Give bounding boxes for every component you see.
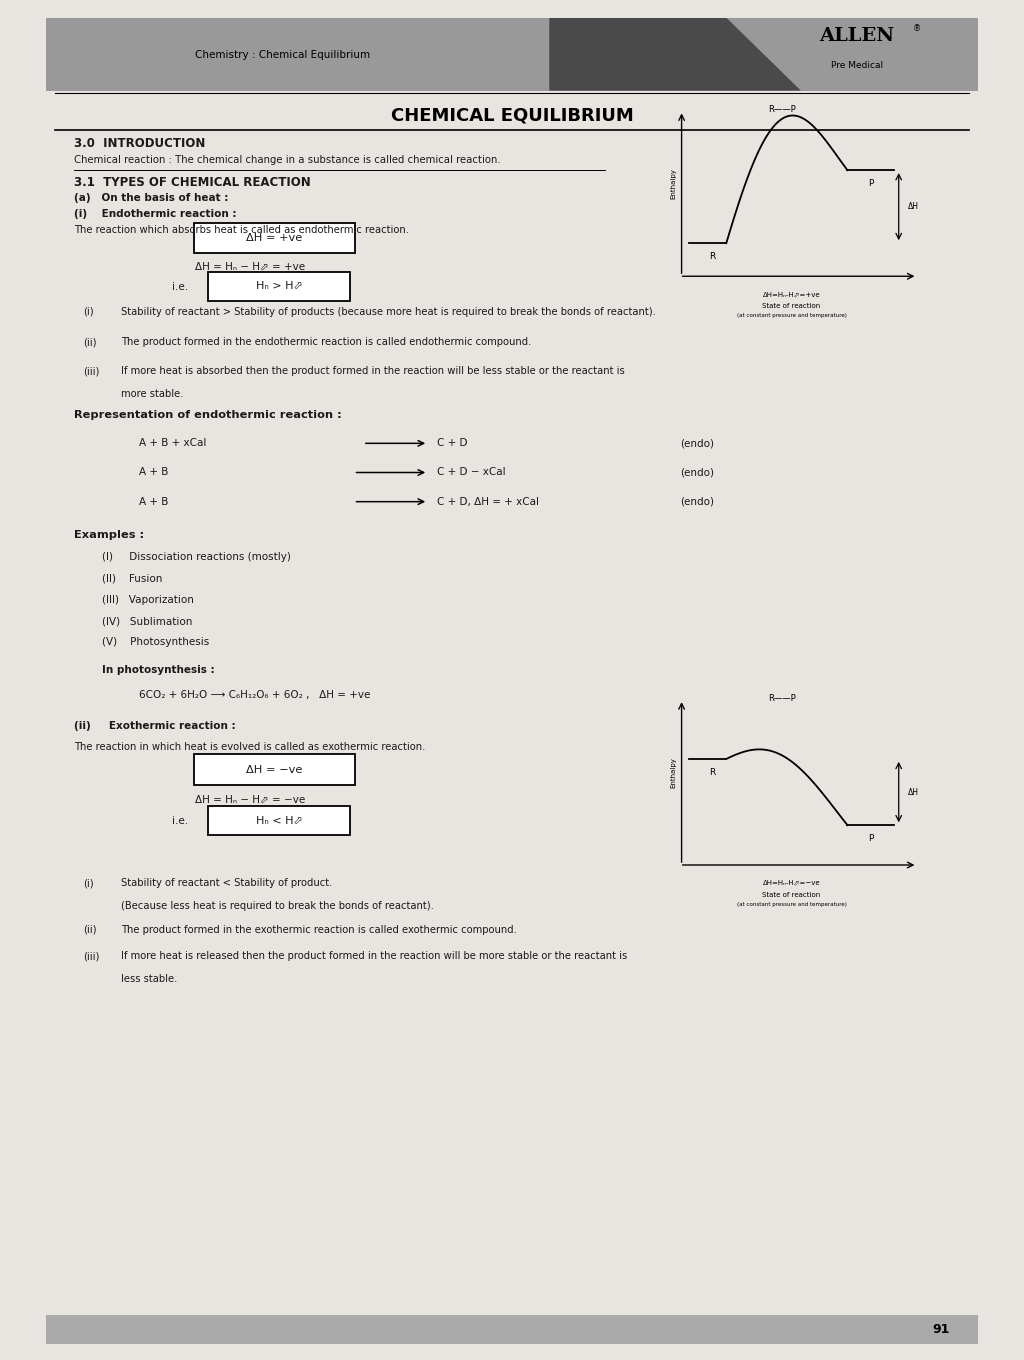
- Text: ΔH: ΔH: [908, 203, 919, 211]
- Text: ΔH=Hₙ-H⬀=−ve: ΔH=Hₙ-H⬀=−ve: [763, 880, 820, 885]
- Text: The reaction in which heat is evolved is called as exothermic reaction.: The reaction in which heat is evolved is…: [74, 743, 425, 752]
- FancyBboxPatch shape: [194, 223, 355, 253]
- Text: (i): (i): [83, 307, 94, 317]
- Text: The product formed in the endothermic reaction is called endothermic compound.: The product formed in the endothermic re…: [121, 337, 531, 347]
- Text: State of reaction: State of reaction: [763, 303, 820, 309]
- Text: (iii): (iii): [83, 366, 99, 377]
- Text: (III)   Vaporization: (III) Vaporization: [102, 594, 194, 605]
- Text: Hₙ > H⬀: Hₙ > H⬀: [256, 282, 302, 291]
- Text: (endo): (endo): [680, 468, 714, 477]
- Text: ΔH = −ve: ΔH = −ve: [246, 764, 302, 775]
- Text: (V)    Photosynthesis: (V) Photosynthesis: [102, 638, 209, 647]
- Text: R: R: [710, 253, 716, 261]
- Text: The reaction which absorbs heat is called as endothermic reaction.: The reaction which absorbs heat is calle…: [74, 224, 409, 235]
- Text: If more heat is released then the product formed in the reaction will be more st: If more heat is released then the produc…: [121, 951, 627, 962]
- Text: If more heat is absorbed then the product formed in the reaction will be less st: If more heat is absorbed then the produc…: [121, 366, 625, 377]
- Text: Representation of endothermic reaction :: Representation of endothermic reaction :: [74, 411, 342, 420]
- Text: Stability of reactant > Stability of products (because more heat is required to : Stability of reactant > Stability of pro…: [121, 307, 655, 317]
- Text: Chemical reaction : The chemical change in a substance is called chemical reacti: Chemical reaction : The chemical change …: [74, 155, 501, 165]
- Text: ΔH: ΔH: [908, 787, 919, 797]
- Text: ALLEN: ALLEN: [819, 27, 894, 45]
- Text: more stable.: more stable.: [121, 389, 183, 398]
- Text: Chemistry : Chemical Equilibrium: Chemistry : Chemical Equilibrium: [196, 50, 371, 60]
- Text: (Because less heat is required to break the bonds of reactant).: (Because less heat is required to break …: [121, 900, 433, 911]
- Text: Enthalpy: Enthalpy: [671, 169, 676, 199]
- Text: (a)   On the basis of heat :: (a) On the basis of heat :: [74, 193, 228, 203]
- FancyBboxPatch shape: [46, 1315, 978, 1344]
- Text: ΔH=Hₙ-H⬀=+ve: ΔH=Hₙ-H⬀=+ve: [763, 291, 820, 296]
- Text: (II)    Fusion: (II) Fusion: [102, 574, 163, 583]
- FancyBboxPatch shape: [194, 755, 355, 785]
- Text: (at constant pressure and temperature): (at constant pressure and temperature): [736, 313, 847, 318]
- Text: less stable.: less stable.: [121, 974, 177, 983]
- Text: P: P: [868, 180, 873, 189]
- Text: (endo): (endo): [680, 438, 714, 449]
- Text: (i): (i): [83, 879, 94, 888]
- Text: (endo): (endo): [680, 496, 714, 507]
- Polygon shape: [549, 18, 801, 91]
- Text: C + D, ΔH = + xCal: C + D, ΔH = + xCal: [437, 496, 540, 507]
- Text: i.e.: i.e.: [172, 816, 188, 827]
- Text: P: P: [868, 835, 873, 843]
- Text: The product formed in the exothermic reaction is called exothermic compound.: The product formed in the exothermic rea…: [121, 925, 516, 934]
- Text: R——P: R——P: [768, 106, 796, 114]
- Text: Enthalpy: Enthalpy: [671, 756, 676, 787]
- Text: ΔH = Hₙ − H⬀ = +ve: ΔH = Hₙ − H⬀ = +ve: [196, 262, 305, 272]
- Text: (at constant pressure and temperature): (at constant pressure and temperature): [736, 902, 847, 907]
- Text: i.e.: i.e.: [172, 282, 188, 292]
- Text: ®: ®: [913, 23, 922, 33]
- Text: State of reaction: State of reaction: [763, 892, 820, 898]
- Text: 3.1  TYPES OF CHEMICAL REACTION: 3.1 TYPES OF CHEMICAL REACTION: [74, 175, 311, 189]
- Text: 6CO₂ + 6H₂O ⟶ C₆H₁₂O₆ + 6O₂ ,   ΔH = +ve: 6CO₂ + 6H₂O ⟶ C₆H₁₂O₆ + 6O₂ , ΔH = +ve: [139, 691, 371, 700]
- Text: C + D − xCal: C + D − xCal: [437, 468, 506, 477]
- Text: R: R: [710, 768, 716, 777]
- Text: R——P: R——P: [768, 694, 796, 703]
- Text: (iii): (iii): [83, 951, 99, 962]
- Text: A + B: A + B: [139, 468, 169, 477]
- Text: Pre Medical: Pre Medical: [830, 61, 883, 69]
- Text: CHEMICAL EQUILIBRIUM: CHEMICAL EQUILIBRIUM: [390, 107, 634, 125]
- Text: ΔH = +ve: ΔH = +ve: [246, 233, 302, 243]
- Text: ΔH = Hₙ − H⬀ = −ve: ΔH = Hₙ − H⬀ = −ve: [196, 796, 305, 805]
- Text: Examples :: Examples :: [74, 530, 144, 540]
- Text: A + B: A + B: [139, 496, 169, 507]
- Text: (ii): (ii): [83, 337, 97, 347]
- Text: 3.0  INTRODUCTION: 3.0 INTRODUCTION: [74, 137, 206, 150]
- FancyBboxPatch shape: [208, 806, 350, 835]
- Text: (I)     Dissociation reactions (mostly): (I) Dissociation reactions (mostly): [102, 552, 291, 563]
- Text: Stability of reactant < Stability of product.: Stability of reactant < Stability of pro…: [121, 879, 332, 888]
- Text: (ii)     Exothermic reaction :: (ii) Exothermic reaction :: [74, 721, 236, 730]
- FancyBboxPatch shape: [46, 18, 978, 91]
- Text: Hₙ < H⬀: Hₙ < H⬀: [256, 816, 302, 826]
- Text: In photosynthesis :: In photosynthesis :: [102, 665, 215, 675]
- FancyBboxPatch shape: [208, 272, 350, 301]
- Text: (IV)   Sublimation: (IV) Sublimation: [102, 616, 193, 626]
- Text: A + B + xCal: A + B + xCal: [139, 438, 207, 449]
- Text: (ii): (ii): [83, 925, 97, 934]
- Text: (i)    Endothermic reaction :: (i) Endothermic reaction :: [74, 209, 237, 219]
- Text: C + D: C + D: [437, 438, 468, 449]
- Text: 91: 91: [932, 1322, 949, 1336]
